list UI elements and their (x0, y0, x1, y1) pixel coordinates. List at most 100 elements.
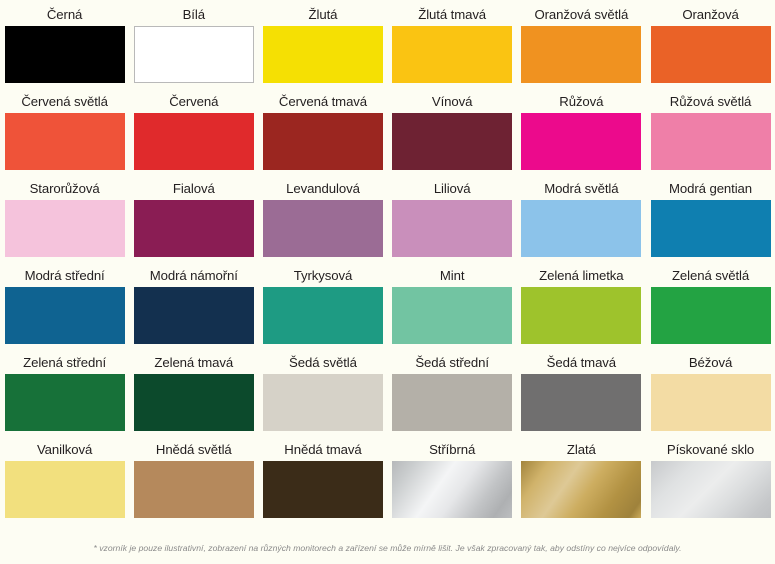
swatch-color-chip[interactable] (392, 461, 513, 518)
swatch-color-chip[interactable] (650, 200, 771, 257)
swatch-label: Zlatá (566, 442, 596, 457)
swatch-cell[interactable]: Bílá (129, 3, 258, 90)
swatch-label: Modrá gentian (669, 181, 753, 196)
swatch-color-chip[interactable] (650, 113, 771, 170)
swatch-label: Modrá světlá (544, 181, 619, 196)
swatch-label: Žlutá (308, 7, 338, 22)
swatch-cell[interactable]: Modrá námořní (129, 264, 258, 351)
swatch-color-chip[interactable] (521, 374, 642, 431)
swatch-cell[interactable]: Oranžová světlá (517, 3, 646, 90)
swatch-grid: Černá Bílá Žlutá Žlutá tmavá Oranžová světlá… (0, 3, 775, 525)
swatch-color-chip[interactable] (4, 113, 125, 170)
swatch-color-chip[interactable] (392, 113, 513, 170)
swatch-cell[interactable]: Červená (129, 90, 258, 177)
swatch-color-chip[interactable] (133, 374, 254, 431)
swatch-color-chip[interactable] (262, 113, 383, 170)
swatch-color-chip[interactable] (521, 113, 642, 170)
swatch-color-chip[interactable] (4, 374, 125, 431)
swatch-cell[interactable]: Žlutá tmavá (388, 3, 517, 90)
swatch-color-chip[interactable] (4, 461, 125, 518)
swatch-label: Tyrkysová (293, 268, 353, 283)
swatch-cell[interactable]: Starorůžová (0, 177, 129, 264)
swatch-cell[interactable]: Vínová (388, 90, 517, 177)
swatch-color-chip[interactable] (650, 374, 771, 431)
swatch-color-chip[interactable] (133, 287, 254, 344)
swatch-label: Růžová světlá (669, 94, 752, 109)
swatch-cell[interactable]: Hnědá tmavá (258, 438, 387, 525)
swatch-label: Zelená střední (23, 355, 107, 370)
swatch-cell[interactable]: Žlutá (258, 3, 387, 90)
swatch-cell[interactable]: Šedá tmavá (517, 351, 646, 438)
swatch-cell[interactable]: Vanilková (0, 438, 129, 525)
swatch-color-chip[interactable] (392, 200, 513, 257)
swatch-label: Levandulová (286, 181, 360, 196)
swatch-color-chip[interactable] (4, 200, 125, 257)
swatch-cell[interactable]: Zlatá (517, 438, 646, 525)
swatch-cell[interactable]: Liliová (388, 177, 517, 264)
swatch-cell[interactable]: Modrá světlá (517, 177, 646, 264)
swatch-cell[interactable]: Zelená tmavá (129, 351, 258, 438)
swatch-color-chip[interactable] (521, 200, 642, 257)
swatch-color-chip[interactable] (262, 200, 383, 257)
swatch-color-chip[interactable] (262, 374, 383, 431)
swatch-color-chip[interactable] (4, 26, 125, 83)
swatch-color-chip[interactable] (4, 287, 125, 344)
swatch-color-chip[interactable] (262, 287, 383, 344)
swatch-cell[interactable]: Modrá gentian (646, 177, 775, 264)
swatch-color-chip[interactable] (650, 26, 771, 83)
swatch-label: Šedá tmavá (546, 355, 617, 370)
swatch-color-chip[interactable] (521, 287, 642, 344)
swatch-cell[interactable]: Šedá střední (388, 351, 517, 438)
swatch-label: Fialová (172, 181, 215, 196)
swatch-label: Šedá střední (415, 355, 489, 370)
swatch-label: Žlutá tmavá (418, 7, 487, 22)
swatch-color-chip[interactable] (392, 287, 513, 344)
swatch-label: Hnědá tmavá (284, 442, 362, 457)
swatch-cell[interactable]: Červená tmavá (258, 90, 387, 177)
swatch-label: Oranžová (682, 7, 739, 22)
swatch-cell[interactable]: Fialová (129, 177, 258, 264)
swatch-color-chip[interactable] (650, 287, 771, 344)
swatch-cell[interactable]: Zelená limetka (517, 264, 646, 351)
swatch-color-chip[interactable] (392, 26, 513, 83)
swatch-cell[interactable]: Růžová (517, 90, 646, 177)
swatch-color-chip[interactable] (133, 200, 254, 257)
swatch-label: Hnědá světlá (155, 442, 232, 457)
swatch-label: Vanilková (36, 442, 93, 457)
swatch-cell[interactable]: Zelená střední (0, 351, 129, 438)
swatch-label: Červená (169, 94, 219, 109)
swatch-label: Modrá námořní (149, 268, 238, 283)
swatch-color-chip[interactable] (650, 461, 771, 518)
swatch-cell[interactable]: Levandulová (258, 177, 387, 264)
swatch-color-chip[interactable] (133, 26, 254, 83)
swatch-cell[interactable]: Černá (0, 3, 129, 90)
swatch-color-chip[interactable] (392, 374, 513, 431)
swatch-color-chip[interactable] (521, 461, 642, 518)
swatch-cell[interactable]: Tyrkysová (258, 264, 387, 351)
swatch-cell[interactable]: Oranžová (646, 3, 775, 90)
swatch-cell[interactable]: Hnědá světlá (129, 438, 258, 525)
swatch-cell[interactable]: Pískované sklo (646, 438, 775, 525)
swatch-label: Oranžová světlá (534, 7, 629, 22)
swatch-label: Zelená limetka (539, 268, 624, 283)
swatch-cell[interactable]: Zelená světlá (646, 264, 775, 351)
swatch-label: Béžová (688, 355, 733, 370)
swatch-label: Červená světlá (21, 94, 108, 109)
swatch-label: Bílá (182, 7, 205, 22)
swatch-color-chip[interactable] (133, 461, 254, 518)
swatch-label: Mint (439, 268, 465, 283)
swatch-color-chip[interactable] (262, 26, 383, 83)
swatch-label: Pískované sklo (666, 442, 755, 457)
swatch-cell[interactable]: Béžová (646, 351, 775, 438)
swatch-cell[interactable]: Červená světlá (0, 90, 129, 177)
swatch-color-chip[interactable] (521, 26, 642, 83)
swatch-color-chip[interactable] (262, 461, 383, 518)
swatch-cell[interactable]: Stříbrná (388, 438, 517, 525)
swatch-cell[interactable]: Růžová světlá (646, 90, 775, 177)
swatch-cell[interactable]: Šedá světlá (258, 351, 387, 438)
swatch-color-chip[interactable] (133, 113, 254, 170)
swatch-cell[interactable]: Mint (388, 264, 517, 351)
swatch-label: Šedá světlá (289, 355, 357, 370)
swatch-cell[interactable]: Modrá střední (0, 264, 129, 351)
